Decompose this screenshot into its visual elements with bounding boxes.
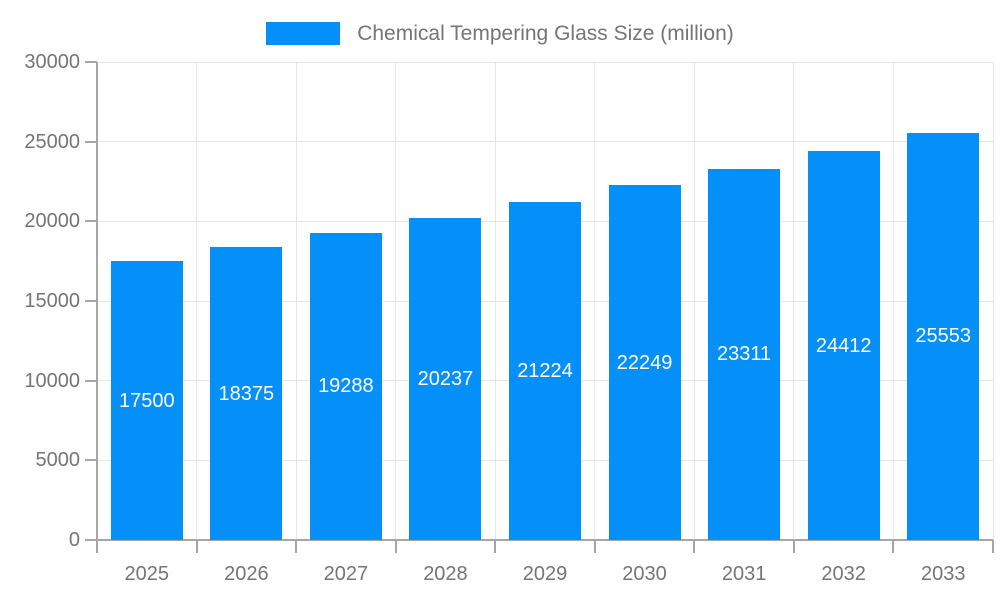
bar[interactable] [907, 132, 980, 540]
bar[interactable] [409, 217, 482, 540]
gridline-horizontal [97, 61, 993, 63]
y-axis-tick [85, 61, 97, 63]
x-tick-label: 2027 [323, 563, 369, 585]
bar-value-label: 18375 [218, 382, 275, 405]
x-axis-tick [494, 540, 497, 553]
y-axis-tick [85, 140, 97, 143]
y-axis-line [96, 62, 98, 553]
gridline-horizontal [97, 141, 993, 143]
bar[interactable] [509, 201, 581, 540]
gridline-vertical [395, 62, 397, 540]
bar[interactable] [708, 168, 781, 540]
x-axis-tick [394, 540, 397, 553]
y-tick-label: 5000 [35, 449, 81, 472]
x-axis-tick [195, 540, 198, 553]
bar-value-label: 24412 [815, 334, 872, 357]
x-axis-tick [295, 540, 298, 553]
bar-value-label: 20237 [417, 367, 474, 390]
x-axis-tick [792, 540, 795, 553]
gridline-vertical [992, 62, 994, 540]
x-tick-label: 2030 [622, 563, 667, 585]
y-axis-tick [85, 379, 97, 382]
gridline-vertical [494, 62, 496, 540]
x-tick-label: 2025 [124, 563, 170, 585]
x-tick-label: 2029 [522, 563, 568, 585]
x-axis-tick [693, 540, 696, 553]
bar[interactable] [210, 247, 283, 540]
gridline-vertical [594, 62, 596, 540]
gridline-vertical [196, 62, 198, 540]
bar-value-label: 19288 [318, 375, 374, 398]
x-axis-tick [892, 540, 895, 553]
y-tick-label: 20000 [24, 210, 80, 233]
y-tick-label: 10000 [24, 369, 80, 392]
bar[interactable] [807, 151, 880, 540]
bar-value-label: 25553 [915, 325, 972, 348]
x-axis-tick [992, 540, 994, 553]
bar[interactable] [110, 261, 183, 540]
gridline-vertical [295, 62, 297, 540]
y-tick-label: 25000 [24, 130, 80, 153]
x-tick-label: 2031 [721, 563, 767, 585]
gridline-vertical [892, 62, 894, 540]
x-tick-label: 2028 [423, 563, 468, 585]
y-tick-label: 0 [68, 529, 80, 551]
x-tick-label: 2033 [920, 563, 966, 585]
bar-value-label: 22249 [616, 351, 673, 374]
x-axis-tick [593, 540, 596, 553]
bar-value-label: 23311 [717, 343, 772, 366]
bar[interactable] [309, 232, 382, 540]
x-tick-label: 2026 [224, 563, 269, 585]
x-tick-label: 2032 [821, 563, 866, 585]
y-tick-label: 15000 [24, 290, 80, 312]
y-tick-label: 30000 [24, 51, 80, 73]
gridline-vertical [693, 62, 695, 540]
legend-swatch [266, 21, 341, 45]
bar-value-label: 17500 [118, 389, 175, 412]
gridline-vertical [793, 62, 795, 540]
x-axis-line [85, 539, 993, 541]
legend[interactable]: Chemical Tempering Glass Size (million) [0, 18, 1000, 48]
y-axis-tick [85, 459, 97, 462]
y-axis-tick [85, 300, 97, 302]
bar[interactable] [608, 185, 681, 540]
bar-value-label: 21224 [517, 359, 573, 382]
y-axis-tick [85, 220, 97, 223]
legend-label: Chemical Tempering Glass Size (million) [357, 21, 734, 45]
